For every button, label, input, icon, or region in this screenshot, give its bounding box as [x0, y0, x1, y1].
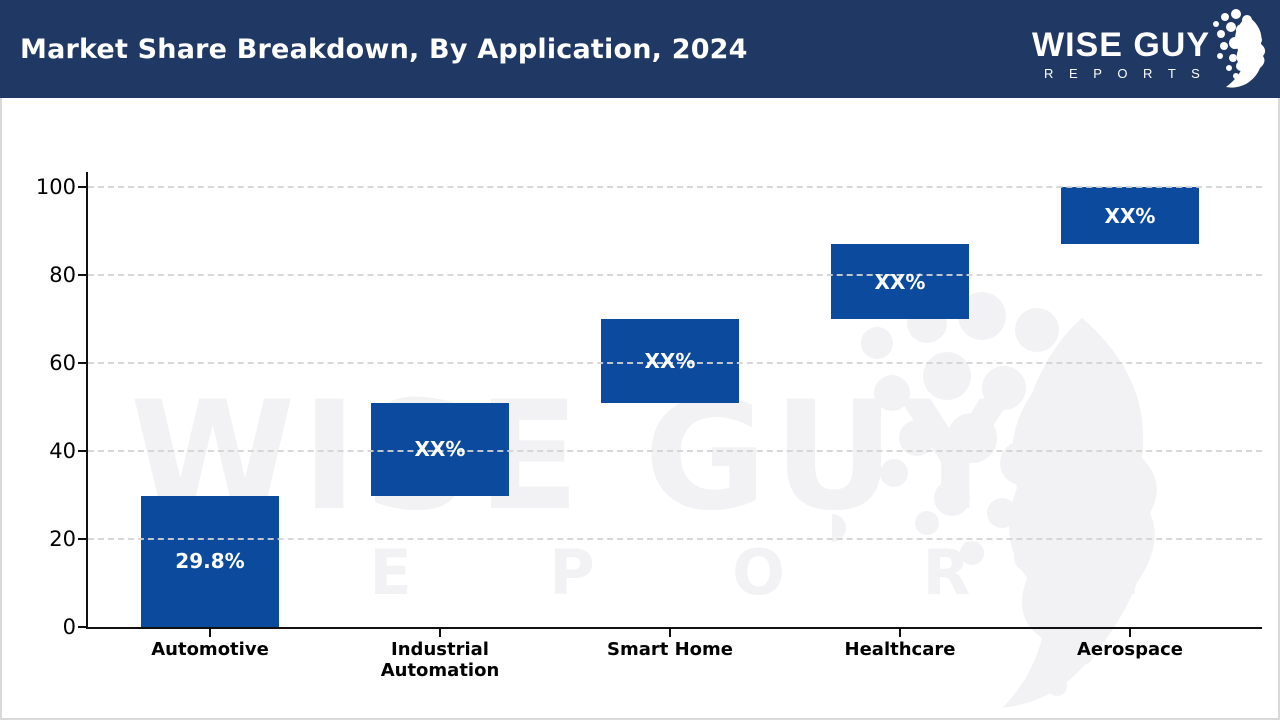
bar-value-label: 29.8%: [175, 549, 245, 574]
bar-value-label: XX%: [414, 437, 466, 462]
y-tick-100: [78, 186, 87, 188]
x-tick: [209, 629, 211, 637]
x-tick: [439, 629, 441, 637]
gridline-40: [88, 450, 1262, 452]
y-tick-label-60: 60: [49, 351, 76, 375]
gridline-80: [88, 274, 1262, 276]
bar-aerospace: [1061, 187, 1199, 245]
logo-subtext: R E P O R T S: [1044, 66, 1206, 81]
y-tick-label-20: 20: [49, 527, 76, 551]
y-tick-0: [78, 626, 87, 628]
gridline-60: [88, 362, 1262, 364]
y-axis: [86, 172, 88, 629]
y-tick-label-0: 0: [62, 615, 76, 639]
y-tick-40: [78, 450, 87, 452]
wiseguy-logo: WISE GUY R E P O R T S: [1032, 9, 1266, 88]
y-tick-label-100: 100: [35, 175, 76, 199]
logo-text: WISE GUY: [1032, 26, 1210, 64]
x-tick: [669, 629, 671, 637]
y-tick-20: [78, 538, 87, 540]
bar-value-label: XX%: [1104, 203, 1156, 228]
bar-healthcare: [831, 244, 969, 319]
logo-head-icon: [1213, 9, 1266, 88]
y-tick-80: [78, 274, 87, 276]
x-category-label: Aerospace: [1076, 639, 1183, 660]
gridline-20: [88, 538, 1262, 540]
x-axis: [86, 627, 1262, 629]
y-tick-label-80: 80: [49, 263, 76, 287]
x-category-label: Healthcare: [844, 639, 956, 660]
x-category-label: Industrial Automation: [380, 639, 500, 682]
y-tick-60: [78, 362, 87, 364]
header-bar: Market Share Breakdown, By Application, …: [0, 0, 1280, 98]
watermark-head-icon: [832, 292, 1157, 708]
gridline-100: [88, 186, 1262, 188]
bar-smart-home: [601, 319, 739, 403]
bar-automotive: [141, 495, 279, 627]
y-tick-label-40: 40: [49, 439, 76, 463]
x-tick: [1129, 629, 1131, 637]
x-category-label: Automotive: [151, 639, 269, 660]
x-category-label: Smart Home: [606, 639, 733, 660]
bar-value-label: XX%: [874, 269, 926, 294]
x-tick: [899, 629, 901, 637]
page-title: Market Share Breakdown, By Application, …: [20, 33, 748, 65]
bar-industrial-automation: [371, 402, 509, 496]
bar-value-label: XX%: [644, 348, 696, 373]
